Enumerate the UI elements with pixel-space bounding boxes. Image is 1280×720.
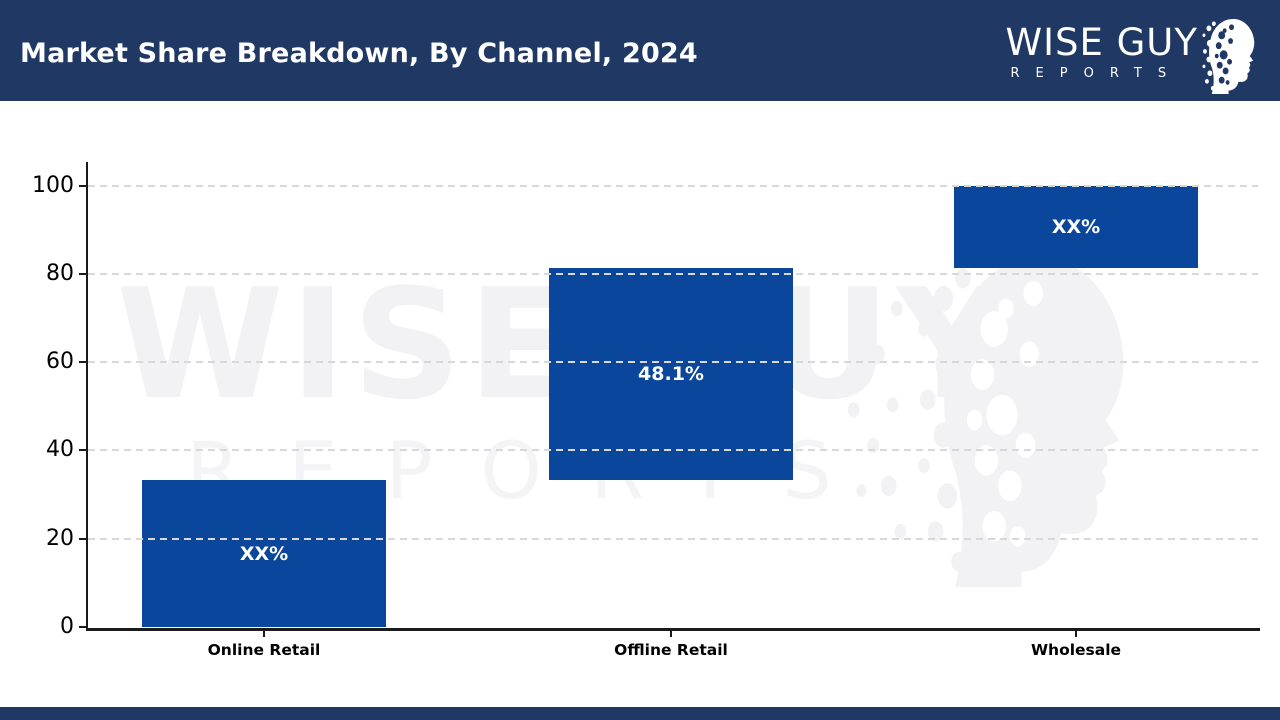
logo-wordmark: WISE GUY <box>1005 20 1198 64</box>
y-tick-20 <box>79 537 88 540</box>
x-tick-1 <box>670 631 672 637</box>
y-tick-40 <box>79 449 88 452</box>
x-axis-line <box>86 628 1260 631</box>
category-label: Online Retail <box>207 641 321 659</box>
y-tick-label-40: 40 <box>46 437 74 463</box>
bar-value-label: XX% <box>1051 215 1101 238</box>
x-tick-2 <box>1075 631 1077 637</box>
brand-logo: WISE GUY REPORTS <box>1006 8 1266 94</box>
category-label: Offline Retail <box>614 641 728 659</box>
bar-value-label: 48.1% <box>638 363 704 386</box>
y-tick-100 <box>79 184 88 187</box>
page-title: Market Share Breakdown, By Channel, 2024 <box>20 38 698 69</box>
bar-offline-retail <box>549 268 793 481</box>
category-label: Wholesale <box>1030 641 1122 659</box>
y-tick-label-20: 20 <box>46 525 74 551</box>
x-tick-0 <box>263 631 265 637</box>
y-tick-label-80: 80 <box>46 260 74 286</box>
y-tick-60 <box>79 361 88 364</box>
bar-value-label: XX% <box>239 542 289 565</box>
gridline-80 <box>88 272 1258 275</box>
footer-bar <box>0 707 1280 720</box>
chart-area: WISE GUY REPORTS <box>0 101 1280 707</box>
gridline-20 <box>88 537 1258 540</box>
gridline-100 <box>88 184 1258 187</box>
y-tick-label-0: 0 <box>60 614 74 639</box>
header-bar: Market Share Breakdown, By Channel, 2024… <box>0 0 1280 101</box>
brand-text: WISE GUY REPORTS <box>1006 24 1198 80</box>
gridline-60 <box>88 361 1258 364</box>
watermark-face-icon <box>847 257 1124 587</box>
logo-subtext: REPORTS <box>1010 65 1183 81</box>
y-axis-line <box>86 162 88 630</box>
y-tick-0 <box>79 626 88 628</box>
logo-face-icon <box>1202 18 1255 94</box>
y-tick-label-100: 100 <box>32 172 74 198</box>
y-tick-label-60: 60 <box>46 349 74 375</box>
gridline-40 <box>88 449 1258 452</box>
y-tick-80 <box>79 272 88 275</box>
bar-online-retail <box>142 480 386 627</box>
bar-wholesale <box>954 185 1198 269</box>
